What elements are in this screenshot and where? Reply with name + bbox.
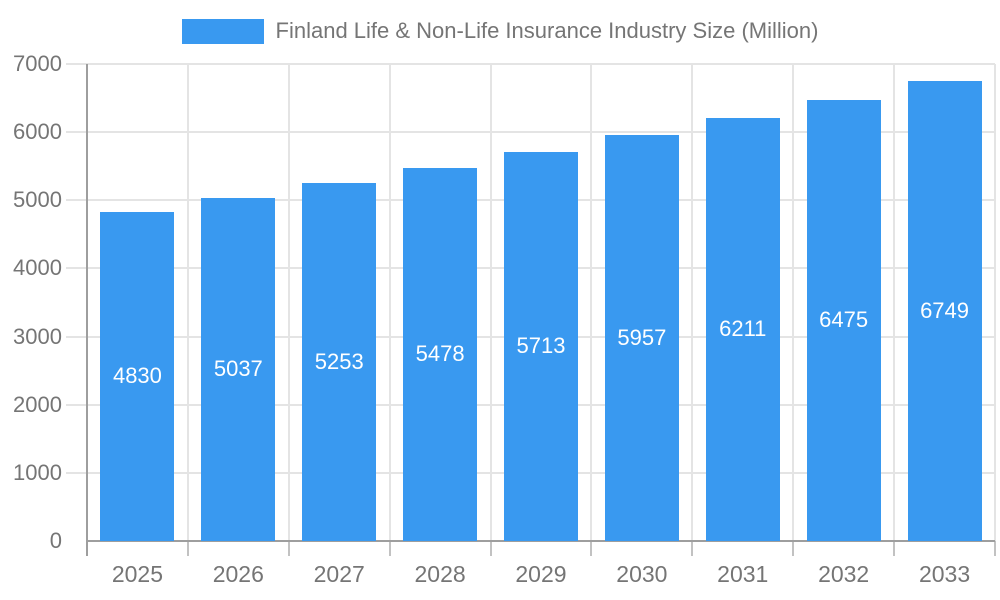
y-axis-line [86,64,88,556]
y-axis-tick-label: 1000 [13,459,62,485]
bar[interactable] [403,167,478,541]
y-axis-tick-label: 4000 [13,255,62,281]
y-axis-tick-label: 5000 [13,187,62,213]
x-axis-tick [994,541,996,556]
bar-value-label: 6211 [719,316,767,342]
bar-value-label: 4830 [112,363,162,389]
legend-label: Finland Life & Non-Life Insurance Indust… [275,18,819,43]
x-axis-category-label: 2029 [515,561,567,587]
x-axis-category-label: 2030 [616,561,668,587]
y-axis-tick-label: 3000 [13,323,62,349]
x-gridline [388,64,391,541]
bar[interactable] [100,211,175,541]
x-gridline [691,64,694,541]
bar-value-label: 5478 [415,341,465,367]
x-axis-tick [287,541,290,556]
chart-legend: Finland Life & Non-Life Insurance Indust… [0,18,1000,44]
y-axis-tick-label: 0 [49,528,62,553]
x-axis-tick [186,541,189,556]
x-axis-category-label: 2026 [212,561,264,587]
x-gridline [792,64,795,541]
x-axis-tick [893,541,896,556]
x-gridline [186,64,189,541]
x-axis-category-label: 2028 [414,561,466,587]
bar[interactable] [604,135,679,541]
bar-value-label: 5253 [314,349,364,375]
legend-swatch-icon [181,18,264,44]
bar-value-label: 5037 [213,356,263,382]
y-gridline [66,63,995,65]
x-gridline [287,64,290,541]
x-gridline [590,64,593,541]
bar-value-label: 5957 [617,325,667,351]
bar-value-label: 5713 [516,333,566,359]
bar[interactable] [504,151,578,541]
x-axis-tick [691,541,694,556]
y-gridline [66,131,995,134]
x-axis-tick [388,541,391,556]
bar[interactable] [907,81,982,541]
x-axis-category-label: 2027 [313,561,365,587]
bar[interactable] [806,99,881,541]
bar[interactable] [705,117,780,541]
x-axis-category-label: 2031 [717,561,769,587]
x-gridline [994,64,996,541]
x-axis-tick [792,541,795,556]
x-axis-category-label: 2032 [818,561,870,587]
bar-value-label: 6749 [920,298,970,324]
x-gridline [893,64,896,541]
x-axis-tick [590,541,593,556]
bar[interactable] [302,183,377,541]
x-axis-tick [489,541,492,556]
y-axis-tick-label: 7000 [13,51,62,76]
x-axis-line [86,540,995,542]
x-axis-category-label: 2033 [918,561,971,587]
bar-value-label: 6475 [819,307,869,333]
y-axis-tick-label: 6000 [13,119,62,145]
x-axis-category-label: 2025 [111,561,164,587]
x-gridline [489,64,492,541]
y-axis-tick-label: 2000 [13,391,62,417]
bar[interactable] [201,197,276,541]
